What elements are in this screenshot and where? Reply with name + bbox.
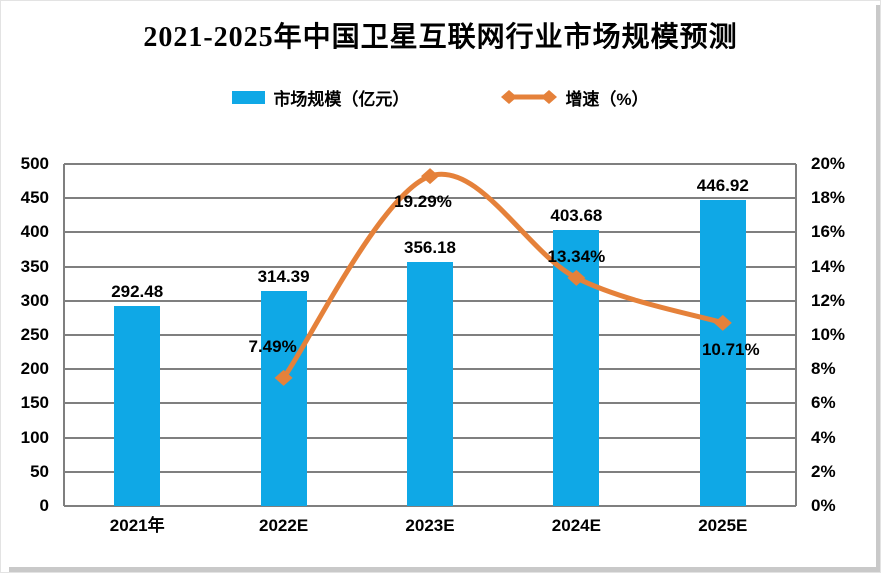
left-axis-tick: 50 [30,461,49,481]
legend-item-market-size: 市场规模（亿元） [232,85,409,110]
right-axis-tick: 14% [811,256,846,276]
right-axis-tick: 16% [811,222,846,242]
line-marker-diamond [421,168,439,185]
right-axis-tick: 0% [811,496,836,515]
legend-label-market-size: 市场规模（亿元） [273,89,410,109]
line-path [281,171,726,381]
left-axis-tick: 100 [20,427,49,447]
left-axis-tick: 250 [20,325,49,344]
x-axis-label: 2022E [259,516,309,535]
left-axis-tick: 150 [20,393,49,413]
x-axis-label: 2024E [551,516,601,535]
bar-value-label: 446.92 [696,176,749,196]
right-axis-tick: 8% [811,359,836,379]
bar [114,305,161,506]
bar-value-label: 314.39 [257,266,310,286]
line-value-label: 19.29% [394,192,452,212]
gridline [64,163,796,165]
frame-shadow-right [876,5,880,572]
right-axis-tick: 6% [811,393,836,413]
left-axis-tick: 400 [20,222,49,242]
right-axis-tick: 18% [811,188,846,208]
bar [407,262,453,506]
legend-item-growth-rate: 增速（%） [501,85,649,110]
chart-title: 2021-2025年中国卫星互联网行业市场规模预测 [143,22,738,53]
bar [260,290,307,506]
bar-value-label: 356.18 [404,238,456,258]
line-series-marker-icon [501,90,558,104]
right-axis-tick: 4% [811,427,836,447]
line-value-label: 10.71% [701,339,760,359]
bar-value-label: 292.48 [111,281,164,301]
right-axis-tick: 20% [811,154,846,173]
x-axis-label: 2025E [698,516,748,535]
right-axis-tick: 10% [811,325,846,344]
left-axis-tick: 300 [20,290,49,310]
chart-legend: 市场规模（亿元） 增速（%） [1,85,880,109]
bar [553,229,600,506]
right-axis-tick: 2% [811,461,836,481]
gridline [64,231,796,234]
gridline [64,505,796,507]
right-axis-tick: 12% [811,290,846,310]
left-axis-tick: 350 [20,256,49,276]
bar-series-swatch [232,90,266,104]
plot-border-right [795,164,797,506]
x-axis-label: 2023E [405,516,455,535]
left-axis-tick: 500 [20,154,49,173]
left-axis-tick: 0 [39,496,49,515]
legend-label-growth-rate: 增速（%） [565,89,649,109]
left-axis-tick: 450 [20,188,49,208]
left-axis-tick: 200 [20,359,49,379]
line-value-label: 7.49% [248,336,297,356]
bar-value-label: 403.68 [550,205,603,225]
frame-shadow-bottom [9,567,880,572]
plot-border-left [63,164,65,506]
x-axis-label: 2021年 [109,516,165,535]
line-value-label: 13.34% [547,246,606,266]
